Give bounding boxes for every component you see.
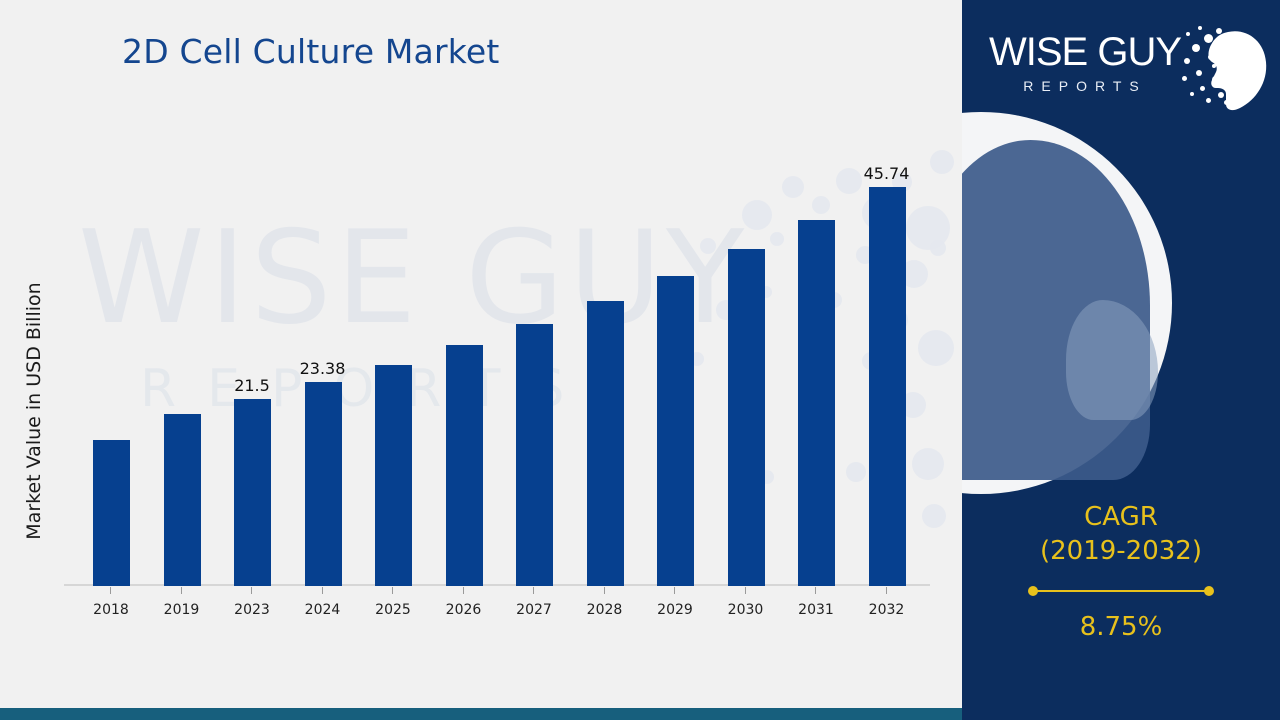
brand-logo[interactable]: WISE GUY REPORTS — [970, 22, 1272, 114]
logo-head-svg — [1208, 31, 1267, 111]
cagr-divider — [1028, 586, 1214, 596]
logo-tagline: REPORTS — [1023, 78, 1147, 94]
x-axis-tick-label: 2019 — [163, 602, 200, 618]
logo-dot — [1192, 44, 1200, 52]
x-axis-tick — [462, 587, 464, 594]
logo-dot — [1212, 64, 1216, 68]
x-axis-tick-label: 2031 — [798, 602, 834, 618]
cagr-value: 8.75% — [1079, 612, 1163, 642]
chart-panel: 2D Cell Culture Market WISE GUY REPORTS … — [0, 32, 962, 720]
bar[interactable] — [657, 276, 694, 586]
logo-dot — [1224, 100, 1229, 105]
bar-value-label: 45.74 — [863, 164, 910, 183]
logo-dot — [1212, 76, 1219, 83]
background-dot — [912, 448, 944, 480]
x-axis-tick — [251, 587, 252, 594]
background-dot — [700, 238, 716, 254]
logo-dot — [1200, 86, 1205, 91]
background-dot — [930, 150, 954, 174]
background-dot — [742, 200, 772, 230]
x-axis-tick-label: 2029 — [657, 602, 693, 618]
x-axis-line — [64, 584, 930, 586]
bar[interactable] — [304, 382, 342, 586]
logo-head-icon — [1182, 24, 1270, 114]
page-title: 2D Cell Culture Market — [122, 32, 500, 71]
background-dot — [812, 196, 830, 214]
background-dot — [930, 240, 946, 256]
background-dot — [782, 176, 804, 198]
x-axis-tick — [392, 587, 393, 594]
logo-dot — [1186, 32, 1190, 36]
logo-dot — [1182, 76, 1187, 81]
x-axis-tick — [533, 587, 534, 594]
background-dot — [846, 462, 866, 482]
bar[interactable] — [798, 220, 835, 586]
background-dot — [922, 504, 946, 528]
divider-line — [1033, 590, 1209, 592]
footer-strip — [0, 708, 962, 720]
background-dot — [836, 168, 862, 194]
plot-area: 2018 2019 21.5 2023 23.38 2024 2025 2026 2027 202… — [64, 150, 930, 618]
logo-dot — [1206, 98, 1211, 103]
logo-dot — [1198, 26, 1202, 30]
logo-dot — [1190, 92, 1194, 96]
x-axis-tick-label: 2024 — [304, 602, 341, 618]
x-axis-tick — [674, 587, 675, 594]
x-axis-tick — [815, 587, 816, 594]
bar[interactable] — [868, 187, 906, 586]
bar[interactable] — [234, 399, 271, 586]
x-axis-tick-label: 2032 — [868, 602, 905, 618]
logo-wordmark: WISE GUY — [988, 30, 1182, 74]
background-dot — [918, 330, 954, 366]
cagr-block: CAGR (2019-2032) 8.75% — [962, 500, 1280, 642]
x-axis-tick-label: 2026 — [445, 602, 482, 618]
logo-dot — [1218, 92, 1224, 98]
divider-dot-right — [1204, 586, 1214, 596]
x-axis-tick-label: 2018 — [93, 602, 129, 618]
side-panel: WISE GUY REPORTS CAGR (2019-2032) 8.75% — [962, 0, 1280, 720]
x-axis-tick — [603, 587, 605, 594]
cagr-period: (2019-2032) — [1039, 536, 1202, 566]
y-axis-label: Market Value in USD Billion — [23, 282, 45, 540]
bar[interactable] — [93, 440, 130, 586]
logo-dot — [1204, 34, 1213, 43]
bar-value-label: 23.38 — [299, 359, 346, 378]
x-axis-tick — [744, 587, 746, 594]
x-axis-tick — [321, 587, 323, 594]
bar-value-label: 21.5 — [234, 376, 270, 395]
logo-dot — [1196, 70, 1202, 76]
x-axis-tick — [180, 587, 182, 594]
logo-dot — [1184, 58, 1190, 64]
background-dot — [770, 232, 784, 246]
x-axis-tick-label: 2023 — [234, 602, 270, 618]
bar[interactable] — [445, 345, 483, 586]
bar[interactable] — [163, 414, 201, 586]
x-axis-tick-label: 2025 — [375, 602, 411, 618]
x-axis-tick-label: 2027 — [516, 602, 552, 618]
x-axis-tick-label: 2028 — [586, 602, 623, 618]
bar[interactable] — [375, 365, 412, 586]
bar[interactable] — [586, 301, 624, 586]
logo-dot — [1208, 54, 1214, 60]
bar[interactable] — [727, 249, 765, 586]
logo-dot — [1216, 28, 1222, 34]
x-axis-tick-label: 2030 — [727, 602, 764, 618]
x-axis-tick — [110, 587, 111, 594]
bar[interactable] — [516, 324, 553, 586]
x-axis-tick — [885, 587, 887, 594]
cagr-label: CAGR — [1084, 502, 1158, 532]
